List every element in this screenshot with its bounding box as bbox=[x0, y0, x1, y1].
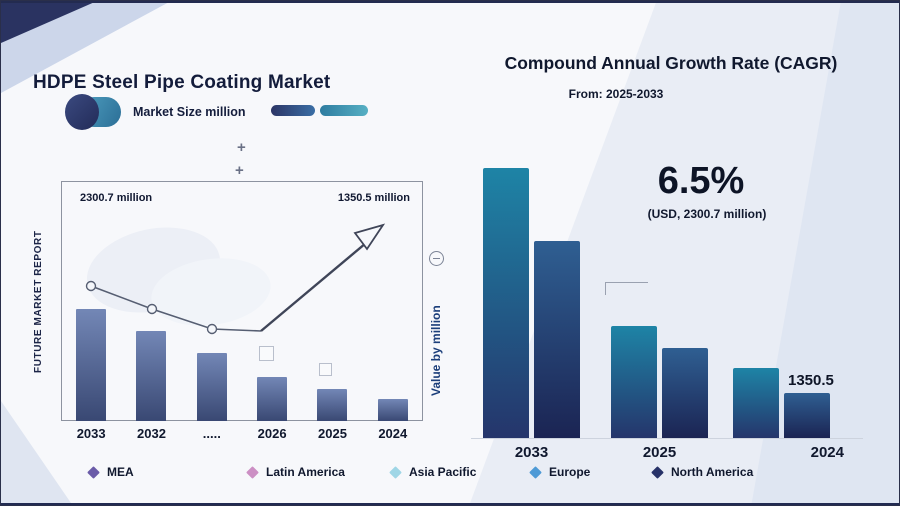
cagr-bar-group-2033: 2033 bbox=[483, 168, 580, 461]
cagr-bar bbox=[662, 348, 708, 438]
right-chart-ylabel: Value by million bbox=[429, 305, 443, 397]
market-size-bar-2032 bbox=[136, 331, 167, 421]
region-legend-item: North America bbox=[651, 465, 754, 479]
left-bar-column bbox=[121, 331, 181, 421]
page-title: HDPE Steel Pipe Coating Market bbox=[33, 71, 331, 93]
region-legend: MEA Latin America Asia Pacific Europe North … bbox=[1, 465, 899, 485]
region-label: North America bbox=[671, 465, 754, 479]
region-label: MEA bbox=[107, 465, 134, 479]
region-legend-item: MEA bbox=[87, 465, 134, 479]
left-axis-label: 2032 bbox=[137, 426, 166, 441]
left-chart-ylabel: FUTURE MARKET REPORT bbox=[33, 230, 44, 374]
cagr-bar bbox=[784, 393, 830, 438]
diamond-marker bbox=[651, 465, 664, 479]
right-chart-baseline bbox=[471, 438, 863, 439]
left-x-axis: 2033 2032..... 2026 2025 2024 bbox=[61, 426, 423, 441]
cagr-bar bbox=[733, 368, 779, 438]
market-size-legend: Market Size million bbox=[65, 93, 246, 131]
cagr-bar-group-2024: 2024 bbox=[733, 368, 844, 461]
market-size-chart: 2300.7 million 1350.5 million bbox=[61, 181, 423, 421]
cylinder-icon bbox=[65, 94, 121, 130]
legend-pill-navy bbox=[271, 105, 315, 116]
left-axis-label: 2024 bbox=[378, 426, 408, 441]
decor-top-strip bbox=[1, 1, 899, 3]
decor-bottom-strip bbox=[1, 503, 899, 505]
right-axis-label: 2033 bbox=[514, 444, 549, 461]
cagr-chart: 2033 2025 2024 bbox=[471, 161, 871, 461]
left-bar-column bbox=[363, 399, 423, 421]
region-label: Europe bbox=[549, 465, 591, 479]
left-axis-label: 2033 bbox=[76, 426, 106, 441]
annotation-end: 1350.5 million bbox=[337, 192, 410, 204]
diamond-marker bbox=[389, 465, 402, 479]
left-bar-column bbox=[182, 353, 242, 421]
cagr-subtitle: From: 2025-2033 bbox=[568, 87, 664, 101]
cagr-bar-group-2025: 2025 bbox=[611, 326, 708, 461]
region-legend-item: Asia Pacific bbox=[389, 465, 477, 479]
market-size-bars bbox=[61, 181, 423, 421]
diamond-marker bbox=[246, 465, 259, 479]
plus-icon: + bbox=[237, 139, 246, 156]
market-size-bar-..... bbox=[196, 353, 227, 421]
diamond-marker bbox=[87, 465, 100, 479]
left-bar-column bbox=[302, 389, 362, 421]
trend-arrow bbox=[85, 223, 386, 335]
cagr-value: 6.5% bbox=[657, 160, 745, 202]
market-size-bar-2033 bbox=[76, 309, 107, 421]
right-axis-label: 2025 bbox=[642, 444, 677, 461]
left-bar-column bbox=[242, 377, 302, 421]
left-axis-label: 2025 bbox=[318, 426, 347, 441]
region-legend-item: Europe bbox=[529, 465, 591, 479]
decor-square bbox=[259, 346, 274, 361]
market-size-bar-2025 bbox=[317, 389, 348, 421]
left-axis-label: ..... bbox=[202, 426, 221, 441]
region-label: Latin America bbox=[266, 465, 345, 479]
cagr-bar bbox=[611, 326, 657, 438]
market-size-bar-2024 bbox=[377, 399, 408, 421]
region-legend-item: Latin America bbox=[246, 465, 345, 479]
right-axis-label: 2024 bbox=[810, 444, 844, 461]
decor-bracket bbox=[605, 282, 648, 295]
legend-pill-teal bbox=[320, 105, 368, 116]
market-size-label: Market Size million bbox=[133, 105, 246, 119]
left-bar-column bbox=[61, 309, 121, 421]
region-label: Asia Pacific bbox=[409, 465, 477, 479]
right-chart-annotation: 1350.5 bbox=[788, 372, 834, 389]
diamond-marker bbox=[529, 465, 542, 479]
cylinder-face bbox=[65, 94, 99, 130]
market-size-bar-2026 bbox=[257, 377, 288, 421]
plus-icon: + bbox=[235, 162, 244, 179]
cagr-bar bbox=[534, 241, 580, 438]
decor-square bbox=[319, 363, 332, 376]
left-axis-label: 2026 bbox=[257, 426, 287, 441]
circle-minus-icon bbox=[429, 251, 444, 266]
cagr-bar bbox=[483, 168, 529, 438]
annotation-start: 2300.7 million bbox=[80, 192, 153, 204]
cagr-title: Compound Annual Growth Rate (CAGR) bbox=[504, 53, 838, 73]
cagr-note: (USD, 2300.7 million) bbox=[647, 207, 767, 221]
